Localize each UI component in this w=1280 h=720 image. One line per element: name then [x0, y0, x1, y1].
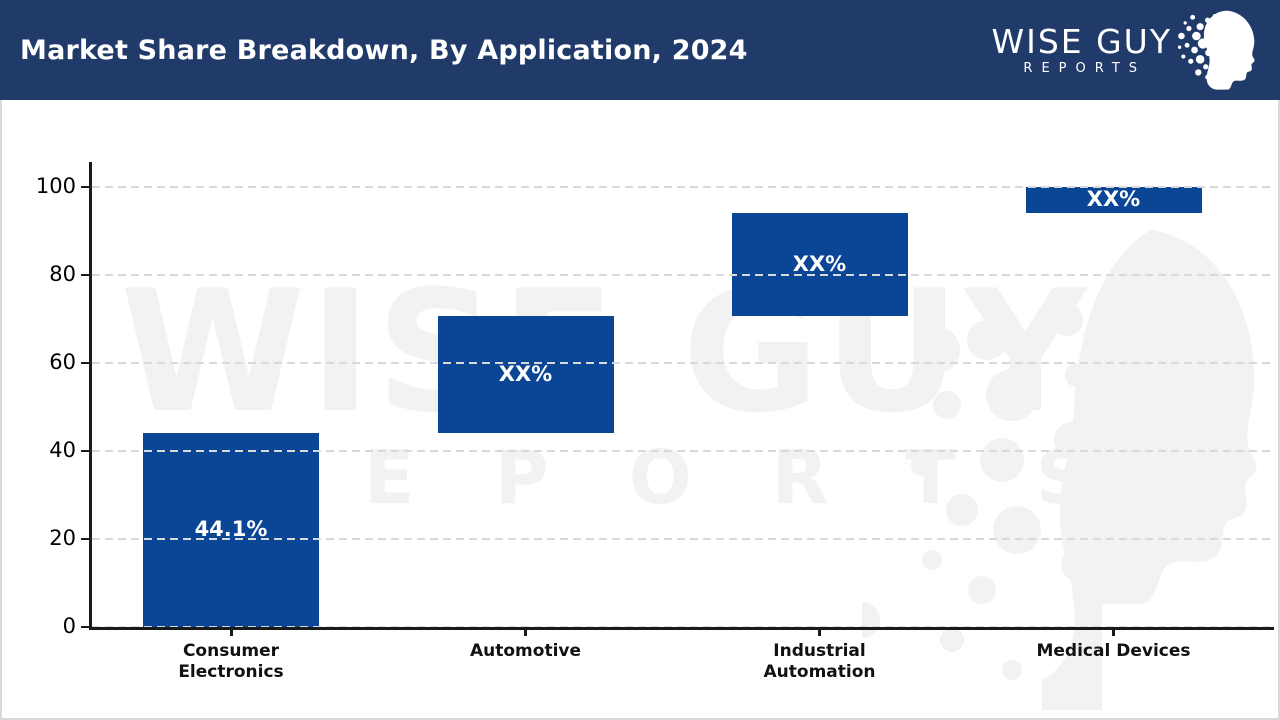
page-title: Market Share Breakdown, By Application, … — [20, 34, 748, 66]
gridline-100 — [92, 186, 1272, 188]
y-tick-label: 40 — [49, 438, 76, 462]
bar-value-label: XX% — [1086, 186, 1141, 211]
x-axis-label: Medical Devices — [999, 641, 1229, 662]
y-tick-mark — [81, 450, 89, 452]
y-tick-label: 0 — [62, 614, 76, 638]
header: Market Share Breakdown, By Application, … — [0, 0, 1280, 100]
chart-area: WISE GUY REPORTS 0 20 40 60 80 100 44.1% Consum… — [0, 100, 1280, 720]
bar-industrial-automation: XX% — [731, 212, 908, 317]
x-axis-label: Consumer Electronics — [116, 641, 346, 683]
gridline-80 — [92, 274, 1272, 276]
bar-value-label: XX% — [498, 361, 553, 386]
y-tick-label: 60 — [49, 350, 76, 374]
x-axis-label-line: Automation — [763, 662, 876, 682]
gridline-40 — [92, 450, 1272, 452]
x-tick-mark — [1112, 628, 1115, 636]
logo: WISE GUY REPORTS — [991, 7, 1258, 93]
x-axis-label: Automotive — [411, 641, 641, 662]
bar-medical-devices: XX% — [1025, 186, 1202, 213]
logo-wordmark: WISE GUY REPORTS — [991, 21, 1172, 76]
x-axis-label: Industrial Automation — [705, 641, 935, 683]
y-tick-mark — [81, 274, 89, 276]
bar-consumer-electronics: 44.1% — [143, 432, 319, 627]
gridline-60 — [92, 362, 1272, 364]
logo-subtitle-text: REPORTS — [1023, 60, 1147, 76]
y-tick-label: 20 — [49, 526, 76, 550]
x-axis-label-line: Medical Devices — [1036, 641, 1191, 661]
y-axis-line — [89, 162, 92, 630]
y-tick-mark — [81, 186, 89, 188]
x-axis-label-line: Industrial — [773, 641, 866, 661]
bar-value-label: XX% — [792, 251, 847, 276]
y-tick-mark — [81, 362, 89, 364]
watermark-face-icon — [862, 230, 1257, 710]
x-axis-line — [89, 627, 1274, 630]
gridline-20 — [92, 538, 1272, 540]
x-tick-mark — [229, 628, 233, 636]
x-tick-mark — [818, 628, 821, 636]
bar-value-label: 44.1% — [194, 516, 268, 541]
logo-name-text: WISE GUY — [991, 21, 1172, 61]
y-tick-label: 80 — [49, 262, 76, 286]
bar-automotive: XX% — [437, 316, 614, 433]
x-axis-label-line: Automotive — [469, 641, 582, 661]
logo-face-icon — [1177, 10, 1255, 90]
x-axis-label-line: Consumer — [182, 641, 280, 661]
y-tick-label: 100 — [35, 174, 76, 198]
y-tick-mark — [81, 626, 89, 628]
x-axis-label-line: Electronics — [178, 662, 284, 682]
x-tick-mark — [524, 628, 527, 636]
y-tick-mark — [81, 538, 89, 540]
